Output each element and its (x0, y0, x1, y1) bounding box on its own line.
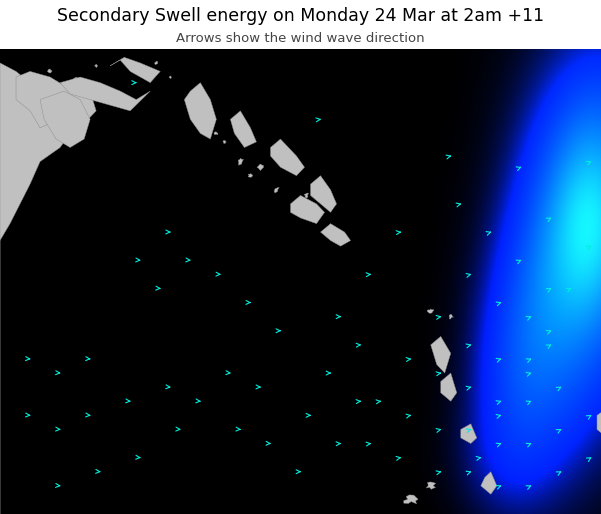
Text: Secondary Swell energy on Monday 24 Mar at 2am +11: Secondary Swell energy on Monday 24 Mar … (57, 7, 544, 25)
Text: Arrows show the wind wave direction: Arrows show the wind wave direction (176, 31, 425, 45)
